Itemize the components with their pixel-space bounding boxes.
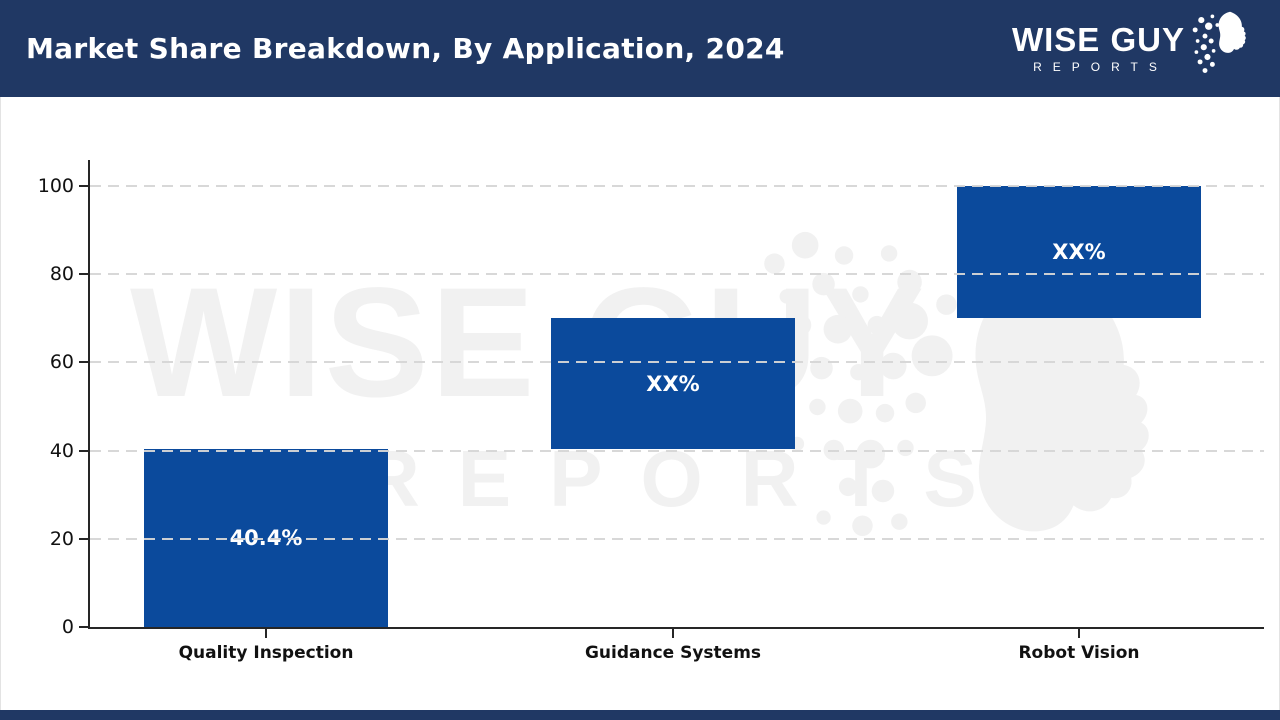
y-tick-label-100: 100 bbox=[37, 175, 74, 197]
x-axis-label-robot-vision: Robot Vision bbox=[1018, 643, 1140, 663]
y-tick-label-60: 60 bbox=[49, 351, 74, 374]
logo-reports-text: REPORTS bbox=[1033, 60, 1168, 74]
footer-bar bbox=[0, 710, 1280, 720]
y-tick-label-20: 20 bbox=[49, 527, 74, 550]
plot-area: 0 20 40 60 80 100 Quality Inspection Guidance S… bbox=[38, 160, 1264, 663]
x-tick-mark-guidance-systems bbox=[672, 629, 674, 638]
gridline-40 bbox=[90, 449, 1264, 452]
y-tick-label-80: 80 bbox=[49, 263, 74, 286]
chart-area: WISE GUY REPORTS bbox=[0, 97, 1280, 710]
y-tick-mark-60 bbox=[79, 361, 88, 364]
header-bar: Market Share Breakdown, By Application, … bbox=[0, 0, 1280, 97]
bar-robot-vision: XX% bbox=[957, 186, 1201, 319]
chart-title: Market Share Breakdown, By Application, … bbox=[26, 32, 785, 65]
y-tick-mark-0 bbox=[79, 626, 88, 628]
y-tick-mark-100 bbox=[79, 185, 88, 187]
y-tick-mark-80 bbox=[79, 273, 88, 276]
x-axis-label-guidance-systems: Guidance Systems bbox=[584, 643, 762, 663]
gridline-80 bbox=[90, 273, 1264, 276]
y-tick-mark-20 bbox=[79, 537, 88, 540]
wise-guy-reports-logo: WISE GUY REPORTS bbox=[1012, 9, 1254, 89]
bar-value-label-guidance-systems: XX% bbox=[646, 371, 700, 396]
y-tick-label-40: 40 bbox=[49, 439, 74, 462]
y-tick-mark-40 bbox=[79, 449, 88, 452]
x-axis-label-quality-inspection: Quality Inspection bbox=[178, 643, 354, 663]
bar-value-label-robot-vision: XX% bbox=[1052, 240, 1106, 265]
y-tick-label-0: 0 bbox=[61, 616, 74, 638]
logo-text: WISE GUY REPORTS bbox=[1012, 23, 1185, 74]
logo-wiseguy-text: WISE GUY bbox=[1011, 21, 1185, 58]
logo-face-icon bbox=[1192, 11, 1246, 73]
x-tick-mark-quality-inspection bbox=[265, 629, 267, 638]
gridline-60 bbox=[90, 361, 1264, 364]
bar-guidance-systems: XX% bbox=[551, 318, 795, 449]
gridline-20 bbox=[90, 537, 1264, 540]
x-tick-mark-robot-vision bbox=[1078, 629, 1080, 638]
gridline-100 bbox=[90, 185, 1264, 187]
